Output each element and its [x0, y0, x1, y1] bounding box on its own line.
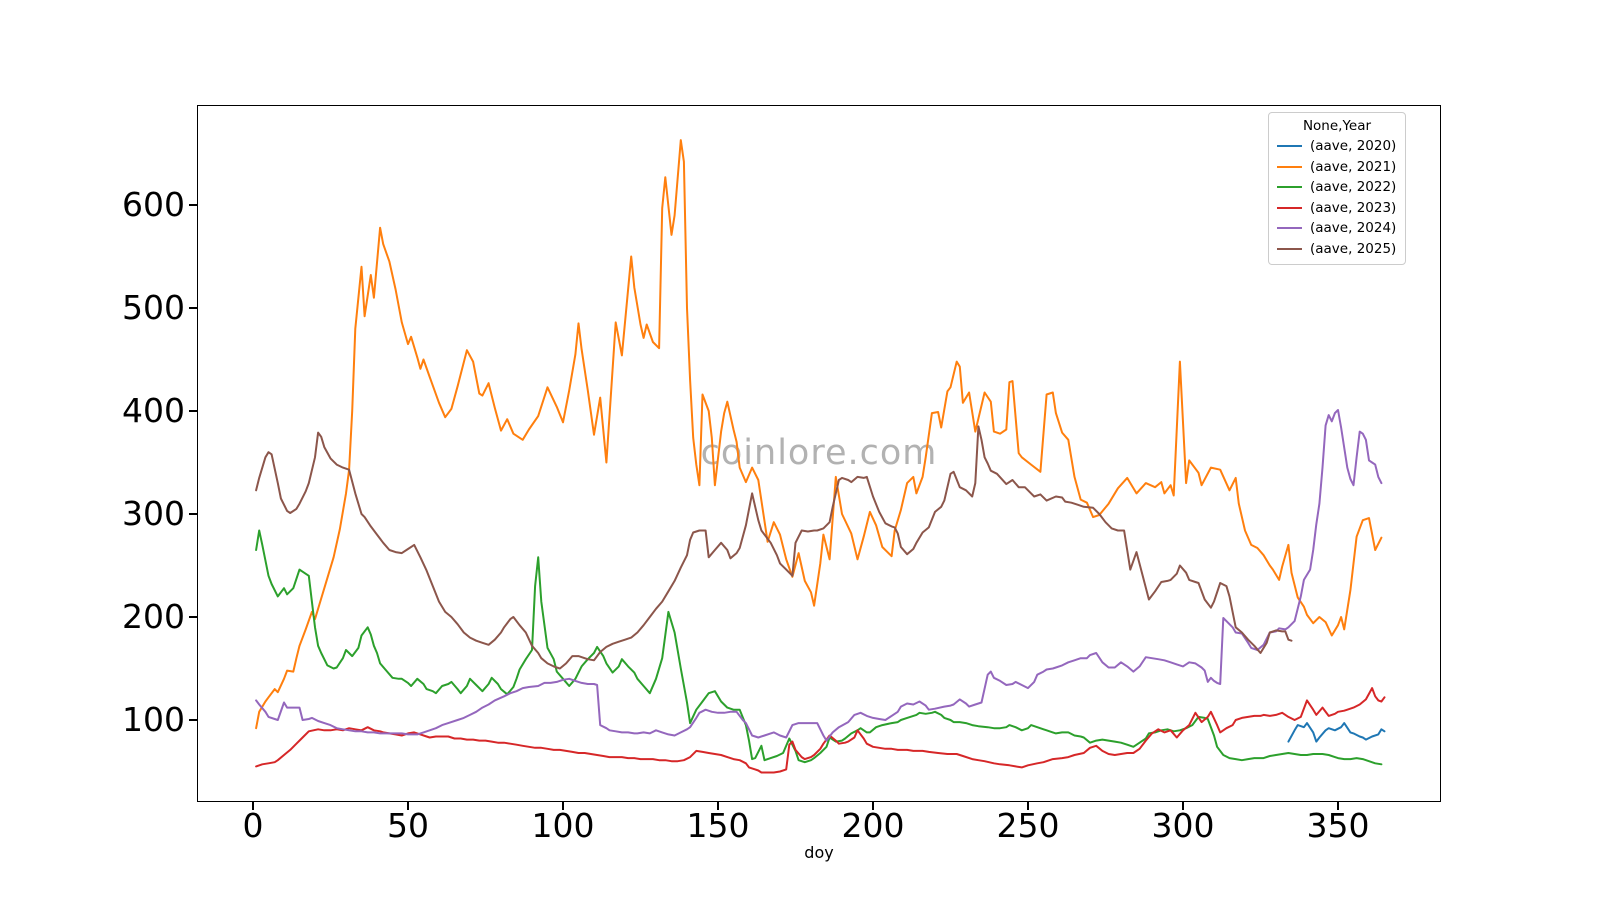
plot-svg	[255, 139, 1386, 774]
x-tick-label-50: 50	[387, 806, 429, 845]
y-tick-label-600: 600	[122, 184, 185, 224]
legend-title: None,Year	[1302, 118, 1372, 134]
legend-item-label: (aave, 2020)	[1310, 138, 1397, 155]
legend-line-swatch	[1277, 145, 1302, 148]
legend-line-swatch	[1277, 227, 1302, 230]
x-tick-mark-0	[252, 802, 254, 810]
x-tick-mark-100	[562, 802, 564, 810]
x-tick-label-350: 350	[1306, 806, 1370, 845]
x-tick-mark-200	[872, 802, 874, 810]
legend-line-swatch	[1277, 206, 1302, 209]
series-line-aave-2020	[1287, 722, 1386, 743]
x-tick-mark-50	[407, 802, 409, 810]
y-tick-label-500: 500	[122, 287, 185, 327]
legend-item-label: (aave, 2021)	[1310, 158, 1397, 175]
legend-item: (aave, 2023)	[1269, 198, 1405, 219]
x-tick-label-300: 300	[1151, 806, 1215, 845]
series-line-aave-2024	[255, 409, 1383, 742]
y-tick-label-300: 300	[122, 493, 185, 533]
legend-item: (aave, 2024)	[1269, 218, 1405, 239]
y-tick-mark-300	[189, 513, 197, 515]
legend-line-swatch	[1277, 186, 1302, 189]
y-tick-mark-200	[189, 616, 197, 618]
legend-item: (aave, 2025)	[1269, 239, 1405, 260]
series-line-aave-2021	[255, 139, 1383, 730]
legend-item: (aave, 2022)	[1269, 177, 1405, 198]
x-tick-label-250: 250	[996, 806, 1060, 845]
y-tick-mark-400	[189, 410, 197, 412]
x-tick-label-150: 150	[686, 806, 750, 845]
y-tick-label-200: 200	[122, 596, 185, 636]
series-line-aave-2022	[255, 529, 1383, 766]
x-tick-label-200: 200	[841, 806, 905, 845]
x-tick-mark-150	[717, 802, 719, 810]
x-axis-label: doy	[804, 843, 834, 862]
series-line-aave-2025	[255, 425, 1293, 670]
legend-item: (aave, 2020)	[1269, 136, 1405, 157]
x-tick-mark-250	[1027, 802, 1029, 810]
y-tick-mark-600	[189, 204, 197, 206]
x-tick-label-0: 0	[242, 806, 264, 845]
series-line-aave-2023	[255, 687, 1386, 774]
x-tick-mark-350	[1337, 802, 1339, 810]
legend-item: (aave, 2021)	[1269, 157, 1405, 178]
x-tick-mark-300	[1182, 802, 1184, 810]
legend-item-label: (aave, 2024)	[1310, 220, 1397, 237]
legend-line-swatch	[1277, 247, 1302, 250]
legend-line-swatch	[1277, 165, 1302, 168]
y-tick-label-400: 400	[122, 390, 185, 430]
y-tick-label-100: 100	[122, 699, 185, 739]
x-tick-label-100: 100	[531, 806, 595, 845]
legend-rows: (aave, 2020) (aave, 2021) (aave, 2022) (aav…	[1269, 136, 1405, 259]
y-tick-mark-100	[189, 719, 197, 721]
legend-item-label: (aave, 2022)	[1310, 179, 1397, 196]
legend: None,Year (aave, 2020) (aave, 2021) (aave,…	[1268, 112, 1406, 265]
legend-item-label: (aave, 2023)	[1310, 199, 1397, 216]
y-tick-mark-500	[189, 307, 197, 309]
legend-item-label: (aave, 2025)	[1310, 240, 1397, 257]
